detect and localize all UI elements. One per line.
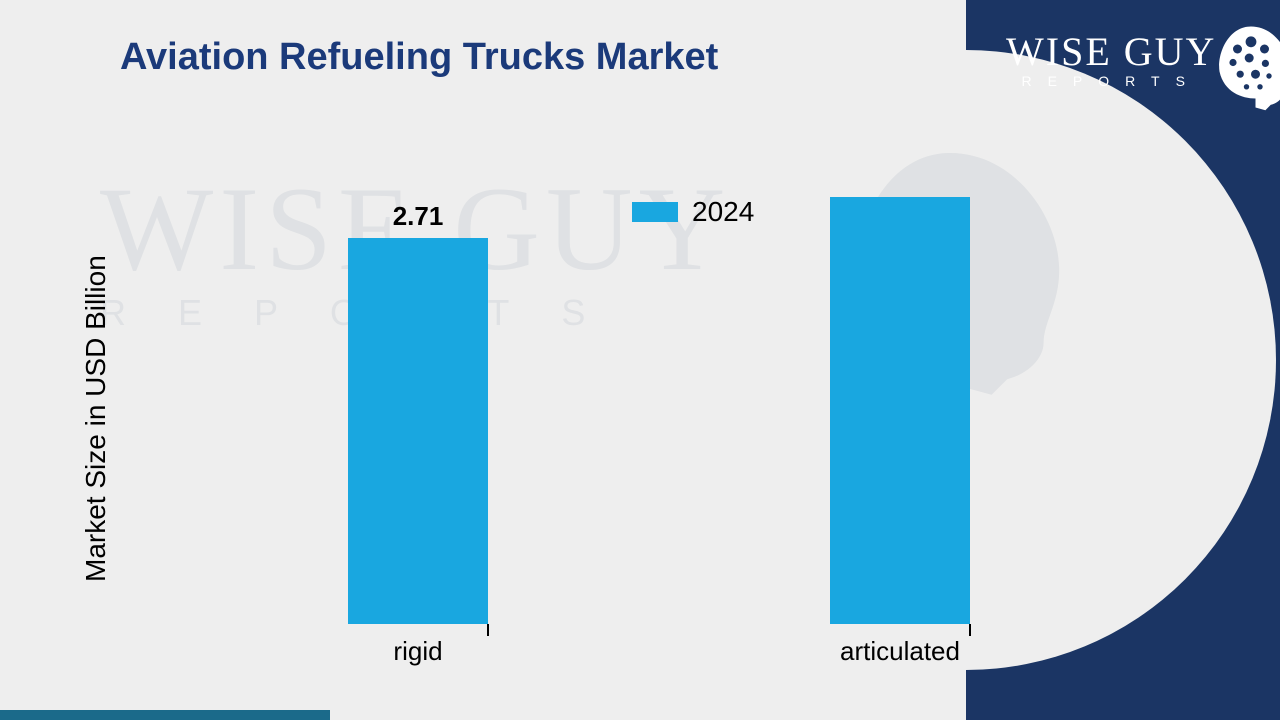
canvas: WISE GUY REPORTS Aviation Refueling Truc… xyxy=(0,0,1280,720)
xtick-label-rigid: rigid xyxy=(318,636,518,667)
xtick-mark-rigid xyxy=(487,624,489,636)
xtick-mark-articulated xyxy=(969,624,971,636)
chart-title: Aviation Refueling Trucks Market xyxy=(120,36,718,79)
plot-area: 2.71 xyxy=(116,168,960,624)
brand-logo-head-icon xyxy=(1206,22,1280,112)
y-axis-label: Market Size in USD Billion xyxy=(80,255,112,582)
bottom-accent-strip xyxy=(0,710,330,720)
bar-articulated xyxy=(830,197,970,625)
brand-logo-main: WISE GUY xyxy=(1006,28,1216,75)
xtick-label-articulated: articulated xyxy=(800,636,1000,667)
brand-logo-sub: REPORTS xyxy=(1006,73,1216,89)
bar-value-rigid: 2.71 xyxy=(348,201,488,232)
bar-rigid xyxy=(348,238,488,624)
brand-logo: WISE GUY REPORTS xyxy=(1006,28,1216,89)
